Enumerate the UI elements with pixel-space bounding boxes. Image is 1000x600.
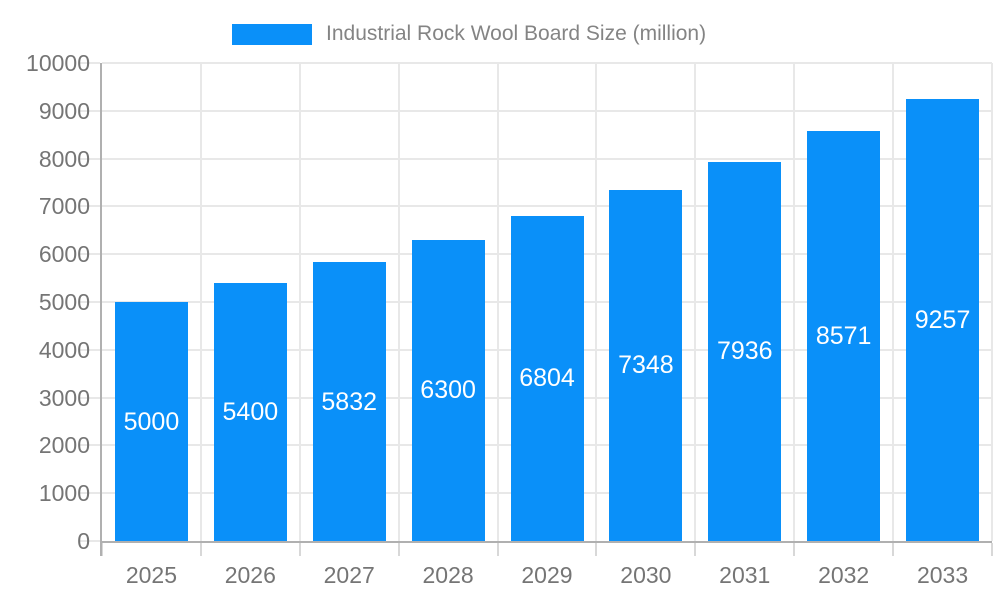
x-axis-label: 2025 xyxy=(125,562,178,588)
bar-2026[interactable] xyxy=(213,282,287,541)
legend-label: Industrial Rock Wool Board Size (million… xyxy=(326,22,707,45)
x-axis-label: 2033 xyxy=(916,562,969,588)
x-tick xyxy=(793,543,796,556)
bar-2028[interactable] xyxy=(411,239,485,541)
y-tick xyxy=(80,62,100,64)
v-gridline xyxy=(694,63,697,541)
y-axis-label: 6000 xyxy=(38,241,90,268)
bar-2033[interactable] xyxy=(906,98,980,541)
x-axis-label: 2028 xyxy=(422,562,474,588)
y-tick xyxy=(80,157,100,160)
bar-2027[interactable] xyxy=(312,262,386,541)
h-gridline xyxy=(102,109,992,112)
y-tick xyxy=(80,348,100,351)
y-axis-label: 7000 xyxy=(38,193,90,220)
h-gridline xyxy=(102,62,992,64)
y-axis-line xyxy=(100,63,102,556)
bar-2032[interactable] xyxy=(807,131,881,541)
x-tick xyxy=(595,543,598,556)
y-tick xyxy=(80,253,100,256)
bar-value-label: 8571 xyxy=(815,322,872,351)
x-axis-label: 2030 xyxy=(620,562,672,588)
y-tick xyxy=(80,540,100,542)
bar-value-label: 7348 xyxy=(618,351,674,380)
v-gridline xyxy=(397,63,400,541)
y-tick xyxy=(80,492,100,495)
v-gridline xyxy=(991,63,993,541)
x-axis-label: 2027 xyxy=(323,562,375,588)
x-tick xyxy=(199,543,202,556)
bar-2029[interactable] xyxy=(510,215,584,541)
x-tick xyxy=(101,543,103,556)
bar-value-label: 6300 xyxy=(420,376,476,405)
y-tick xyxy=(80,444,100,447)
x-tick xyxy=(298,543,301,556)
bar-2031[interactable] xyxy=(708,161,782,541)
bar-value-label: 5400 xyxy=(222,397,279,426)
legend-item[interactable]: Industrial Rock Wool Board Size (million… xyxy=(232,22,706,46)
y-axis-label: 5000 xyxy=(38,289,90,315)
x-tick xyxy=(694,543,697,556)
v-gridline xyxy=(892,63,895,541)
x-tick xyxy=(991,543,993,556)
h-gridline xyxy=(102,157,992,160)
x-axis-label: 2026 xyxy=(224,562,276,588)
plot-area: 0 1000 2000 3000 4000 5000 6000 7000 8000 9000 100… xyxy=(26,50,993,588)
y-axis-label: 3000 xyxy=(38,384,90,411)
y-tick xyxy=(80,396,100,399)
bar-value-label: 5832 xyxy=(321,387,378,416)
x-axis-label: 2032 xyxy=(818,562,870,588)
bar-value-label: 9257 xyxy=(914,305,971,334)
y-axis-label: 1000 xyxy=(38,480,90,507)
y-axis-label: 8000 xyxy=(38,145,90,172)
v-gridline xyxy=(595,63,598,541)
v-gridline xyxy=(793,63,796,541)
v-gridline xyxy=(199,63,202,541)
v-gridline xyxy=(496,63,499,541)
legend-swatch-icon xyxy=(232,23,312,45)
bar-value-label: 6804 xyxy=(519,364,575,393)
x-axis-line xyxy=(100,541,992,543)
x-tick xyxy=(397,543,400,556)
y-axis-label: 9000 xyxy=(38,97,90,124)
x-axis-label: 2029 xyxy=(521,562,573,588)
x-tick xyxy=(496,543,499,556)
bar-value-label: 7936 xyxy=(716,337,773,366)
bar-2030[interactable] xyxy=(609,189,683,541)
y-tick xyxy=(80,301,100,303)
bar-2025[interactable] xyxy=(114,302,188,541)
y-axis-label: 2000 xyxy=(38,432,90,459)
y-tick xyxy=(80,109,100,112)
y-tick xyxy=(80,205,100,208)
y-axis-label: 4000 xyxy=(38,336,90,363)
x-tick xyxy=(892,543,895,556)
y-axis-label: 10000 xyxy=(26,50,90,76)
x-axis-label: 2031 xyxy=(719,562,771,588)
v-gridline xyxy=(298,63,301,541)
bar-value-label: 5000 xyxy=(123,407,180,436)
h-gridline xyxy=(102,205,992,208)
y-axis-label: 0 xyxy=(77,528,90,554)
